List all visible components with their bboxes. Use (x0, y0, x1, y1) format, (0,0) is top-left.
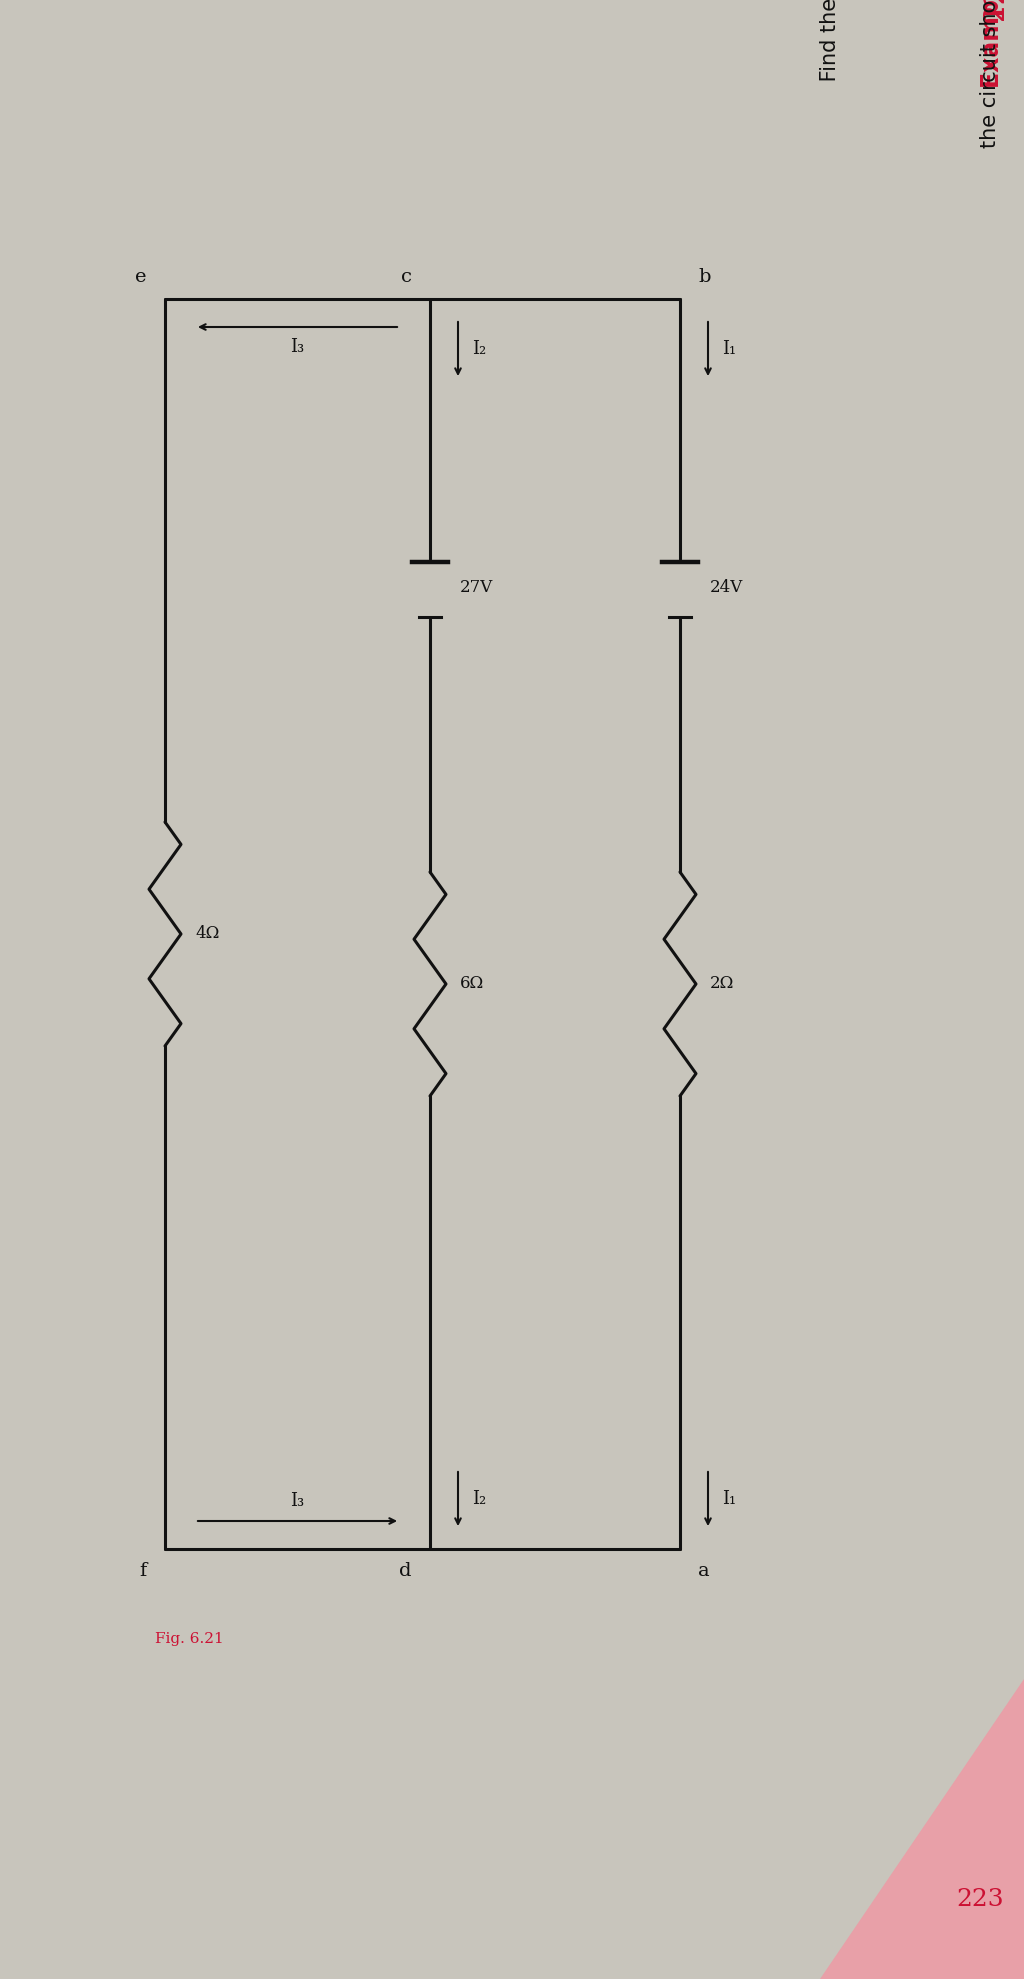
Text: I₁: I₁ (722, 1490, 736, 1508)
Text: c: c (401, 267, 412, 287)
Text: a: a (698, 1561, 710, 1579)
Text: f: f (139, 1561, 147, 1579)
Text: I₂: I₂ (472, 1490, 486, 1508)
Text: b: b (698, 267, 711, 287)
Text: I₃: I₃ (290, 1492, 304, 1510)
Text: 24V: 24V (710, 578, 743, 596)
Text: 4Ω: 4Ω (195, 926, 219, 942)
Text: I₂: I₂ (472, 340, 486, 358)
Text: the circuit shown in Fig. 6.21, using Kirchhoff’s laws.: the circuit shown in Fig. 6.21, using Ki… (980, 0, 1000, 148)
Polygon shape (820, 1678, 1024, 1979)
Text: I₁: I₁ (722, 340, 736, 358)
Text: Find the value of currents I₁, I₂ and I₃ in: Find the value of currents I₁, I₂ and I₃… (820, 0, 840, 87)
Text: d: d (399, 1561, 412, 1579)
Text: e: e (135, 267, 147, 287)
Text: Example 2.: Example 2. (980, 0, 1004, 87)
Text: 223: 223 (981, 0, 1009, 20)
Text: 6Ω: 6Ω (460, 976, 484, 993)
Text: 223: 223 (956, 1888, 1004, 1910)
Text: 27V: 27V (460, 578, 494, 596)
Text: I₃: I₃ (290, 338, 304, 356)
Text: Fig. 6.21: Fig. 6.21 (155, 1633, 224, 1647)
Text: 2Ω: 2Ω (710, 976, 734, 993)
